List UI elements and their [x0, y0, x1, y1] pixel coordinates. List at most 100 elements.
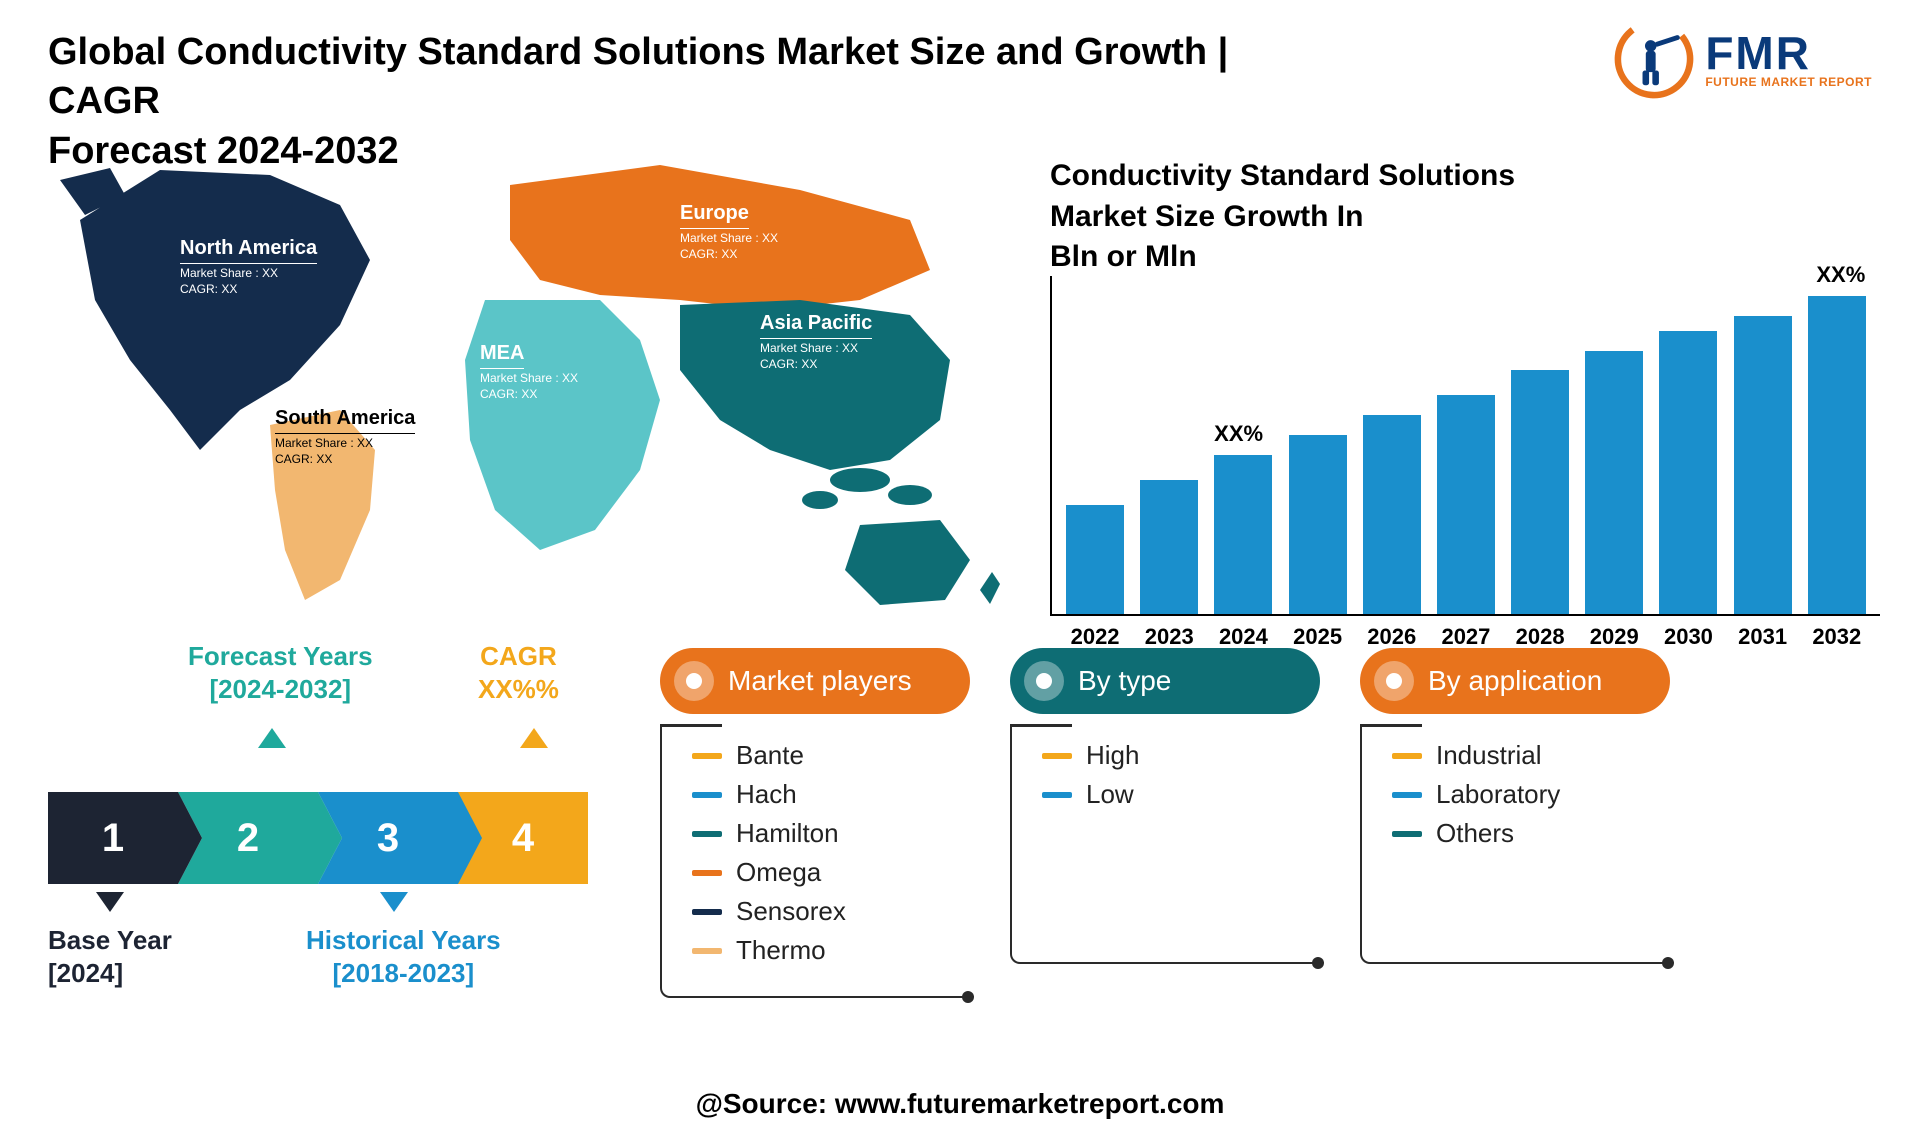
chart-area: 2022202320242025202620272028202920302031… — [1050, 276, 1880, 616]
pill-label: Market players — [728, 665, 912, 697]
list-item-label: Laboratory — [1436, 779, 1560, 810]
list-item-label: Others — [1436, 818, 1514, 849]
swatch-icon — [1042, 792, 1072, 798]
list-item-label: Low — [1086, 779, 1134, 810]
category-market-players: Market players Bante Hach Hamilton Omega Sen… — [660, 648, 970, 998]
forecast-tri-icon — [258, 728, 286, 748]
world-map: North America Market Share : XX CAGR: XX… — [40, 150, 1000, 610]
historical-years-label: Historical Years [2018-2023] — [306, 924, 501, 989]
label-asia-pacific: Asia Pacific Market Share : XX CAGR: XX — [760, 310, 872, 372]
list-item: High — [1042, 740, 1320, 771]
base-year-label: Base Year [2024] — [48, 924, 172, 989]
region-mea — [465, 300, 660, 550]
logo-text: FMR FUTURE MARKET REPORT — [1705, 30, 1872, 88]
xlabel-2023: 2023 — [1140, 624, 1198, 650]
list-by-application: Industrial Laboratory Others — [1360, 724, 1670, 964]
pill-by-type: By type — [1010, 648, 1320, 714]
pct-label-first: XX% — [1214, 421, 1263, 447]
pill-by-application: By application — [1360, 648, 1670, 714]
fmr-logo-icon — [1613, 18, 1695, 100]
list-item: Bante — [692, 740, 970, 771]
cagr-label: CAGR XX%% — [478, 640, 559, 705]
pill-label: By type — [1078, 665, 1171, 697]
list-by-type: High Low — [1010, 724, 1320, 964]
xlabel-2025: 2025 — [1289, 624, 1347, 650]
timeline-block: Forecast Years [2024-2032] CAGR XX%% 123… — [48, 640, 608, 1000]
bar-2030 — [1659, 331, 1717, 614]
swatch-icon — [1392, 753, 1422, 759]
category-by-type: By type High Low — [1010, 648, 1320, 964]
region-nz — [980, 572, 1000, 604]
historical-tri-icon — [380, 892, 408, 912]
list-item-label: Hamilton — [736, 818, 839, 849]
list-item: Hamilton — [692, 818, 970, 849]
list-item: Low — [1042, 779, 1320, 810]
list-item-label: High — [1086, 740, 1139, 771]
forecast-years-label: Forecast Years [2024-2032] — [188, 640, 373, 705]
xlabel-2026: 2026 — [1363, 624, 1421, 650]
swatch-icon — [692, 870, 722, 876]
pct-label-last: XX% — [1816, 262, 1865, 288]
list-item: Laboratory — [1392, 779, 1670, 810]
bars-container — [1052, 276, 1880, 614]
pill-label: By application — [1428, 665, 1602, 697]
timeline-step-1: 1 — [48, 792, 178, 884]
swatch-icon — [692, 831, 722, 837]
xlabel-2027: 2027 — [1437, 624, 1495, 650]
bar-2028 — [1511, 370, 1569, 614]
base-tri-icon — [96, 892, 124, 912]
bar-2027 — [1437, 395, 1495, 614]
list-item-label: Omega — [736, 857, 821, 888]
growth-bar-chart: Conductivity Standard Solutions Market S… — [1050, 156, 1880, 616]
label-europe: Europe Market Share : XX CAGR: XX — [680, 200, 778, 262]
swatch-icon — [692, 792, 722, 798]
swatch-icon — [692, 753, 722, 759]
xlabel-2029: 2029 — [1585, 624, 1643, 650]
list-item: Others — [1392, 818, 1670, 849]
pill-dot-icon — [1374, 661, 1414, 701]
list-item: Omega — [692, 857, 970, 888]
region-australia — [845, 520, 970, 605]
pill-dot-icon — [674, 661, 714, 701]
list-item: Sensorex — [692, 896, 970, 927]
bar-2031 — [1734, 316, 1792, 614]
swatch-icon — [692, 948, 722, 954]
list-item-label: Thermo — [736, 935, 826, 966]
x-axis-labels: 2022 2023 2024 2025 2026 2027 2028 2029 2030 2031… — [1052, 624, 1880, 650]
list-item-label: Sensorex — [736, 896, 846, 927]
list-item-label: Hach — [736, 779, 797, 810]
swatch-icon — [692, 909, 722, 915]
category-by-application: By application Industrial Laboratory Other… — [1360, 648, 1670, 964]
pill-market-players: Market players — [660, 648, 970, 714]
source-attribution: @Source: www.futuremarketreport.com — [0, 1088, 1920, 1120]
region-sea-islands — [802, 468, 932, 509]
bar-2024 — [1214, 455, 1272, 614]
list-item-label: Bante — [736, 740, 804, 771]
label-north-america: North America Market Share : XX CAGR: XX — [180, 235, 317, 297]
xlabel-2028: 2028 — [1511, 624, 1569, 650]
cagr-tri-icon — [520, 728, 548, 748]
xlabel-2024: 2024 — [1214, 624, 1272, 650]
fmr-logo: FMR FUTURE MARKET REPORT — [1613, 18, 1872, 100]
bar-2025 — [1289, 435, 1347, 614]
timeline-strip: 1234 — [48, 792, 588, 884]
label-mea: MEA Market Share : XX CAGR: XX — [480, 340, 578, 402]
bar-2022 — [1066, 505, 1124, 614]
xlabel-2031: 2031 — [1734, 624, 1792, 650]
bar-2032 — [1808, 296, 1866, 614]
pill-dot-icon — [1024, 661, 1064, 701]
swatch-icon — [1042, 753, 1072, 759]
xlabel-2022: 2022 — [1066, 624, 1124, 650]
list-item-label: Industrial — [1436, 740, 1542, 771]
logo-fmr-text: FMR — [1705, 30, 1872, 76]
bar-2029 — [1585, 351, 1643, 614]
swatch-icon — [1392, 792, 1422, 798]
list-market-players: Bante Hach Hamilton Omega Sensorex Thermo — [660, 724, 970, 998]
list-item: Industrial — [1392, 740, 1670, 771]
logo-sub-text: FUTURE MARKET REPORT — [1705, 76, 1872, 88]
title-line1: Global Conductivity Standard Solutions M… — [48, 31, 1228, 122]
bar-2026 — [1363, 415, 1421, 614]
swatch-icon — [1392, 831, 1422, 837]
list-item: Hach — [692, 779, 970, 810]
xlabel-2030: 2030 — [1659, 624, 1717, 650]
